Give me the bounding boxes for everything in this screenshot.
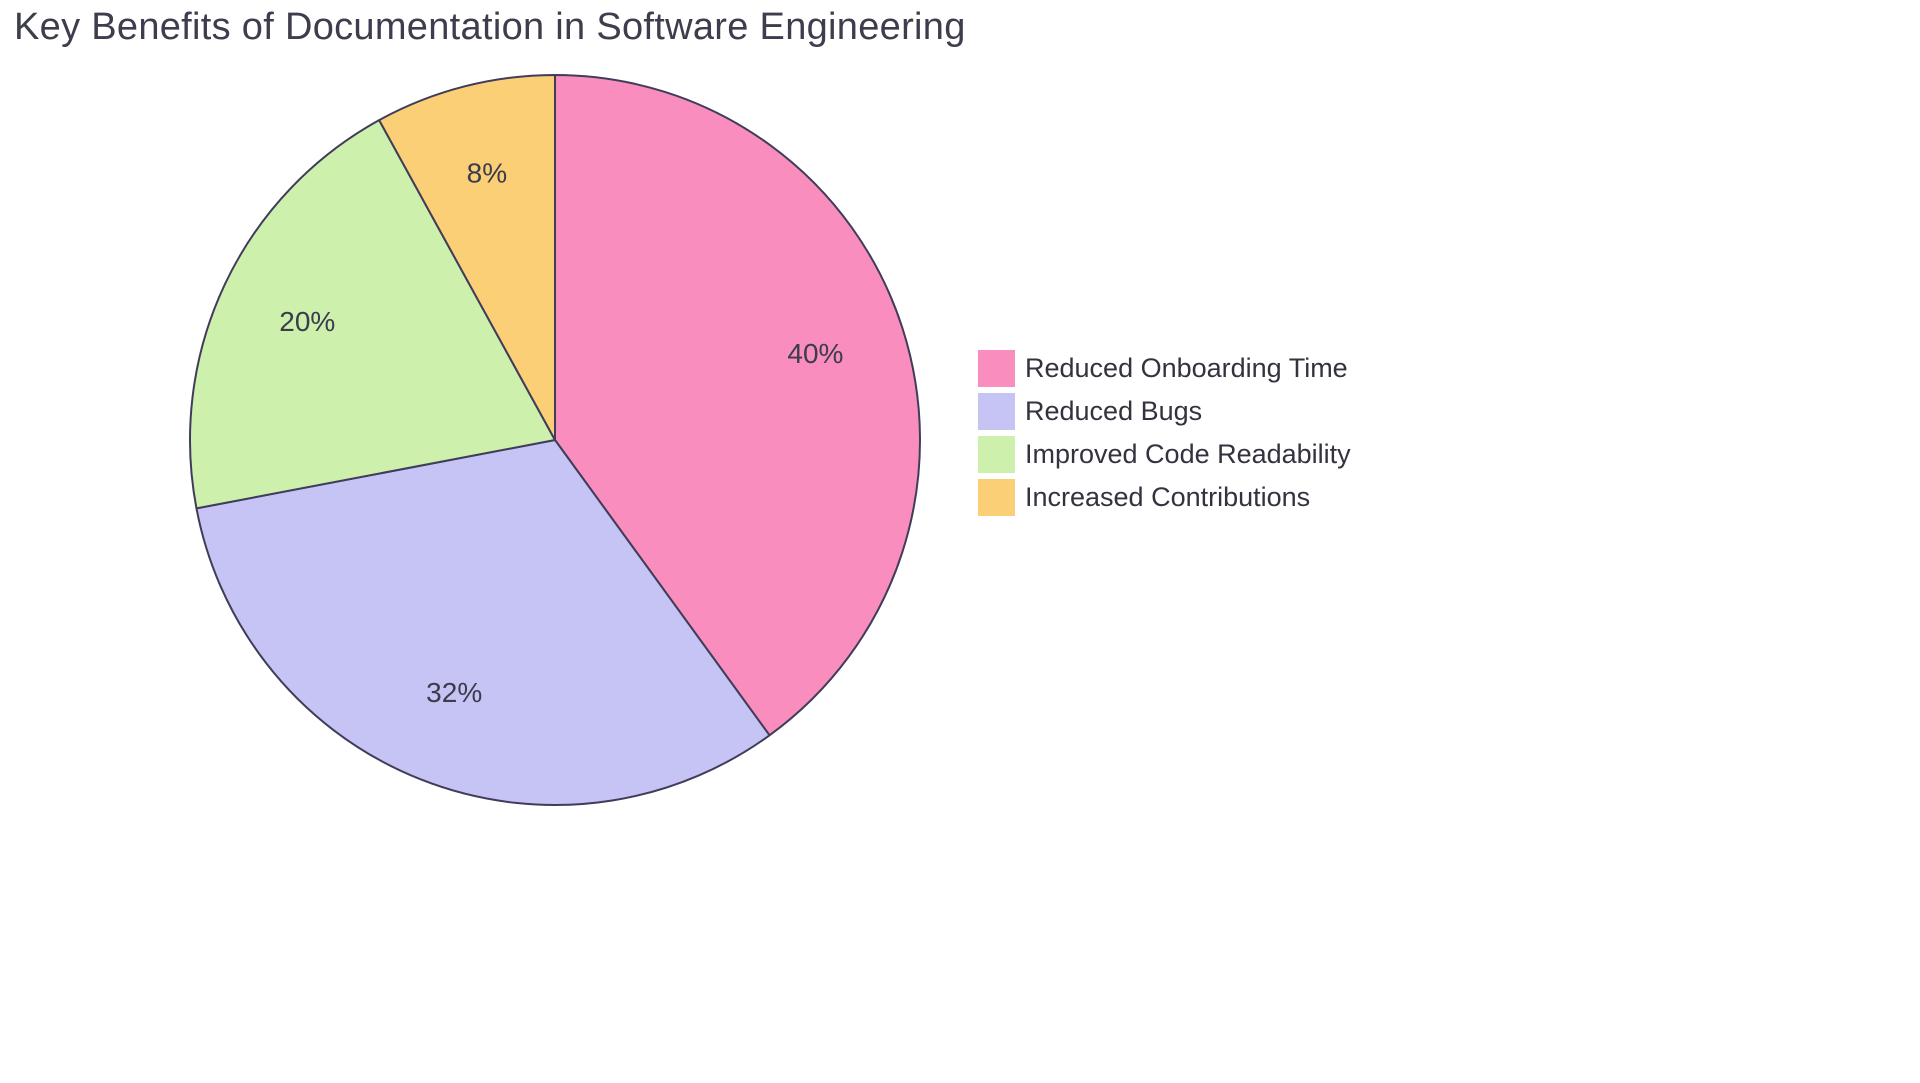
legend-item-increased-contributions[interactable]: Increased Contributions <box>978 479 1351 516</box>
chart-legend: Reduced Onboarding Time Reduced Bugs Impro… <box>978 350 1351 516</box>
legend-item-reduced-bugs[interactable]: Reduced Bugs <box>978 393 1351 430</box>
legend-swatch-reduced-onboarding-time <box>978 350 1015 387</box>
pie-slice-value-label-reduced-onboarding-time: 40% <box>787 338 843 369</box>
legend-item-reduced-onboarding-time[interactable]: Reduced Onboarding Time <box>978 350 1351 387</box>
legend-label-improved-code-readability: Improved Code Readability <box>1025 439 1351 469</box>
pie-slice-increased-contributions[interactable] <box>378 74 556 441</box>
pie-slice-value-label-increased-contributions: 8% <box>467 157 507 188</box>
pie-slice-reduced-onboarding-time[interactable] <box>554 74 921 737</box>
legend-swatch-improved-code-readability <box>978 436 1015 473</box>
pie-slice-improved-code-readability[interactable] <box>189 119 556 510</box>
pie-slice-value-label-improved-code-readability: 20% <box>279 306 335 337</box>
legend-label-increased-contributions: Increased Contributions <box>1025 482 1311 512</box>
pie-slice-value-label-reduced-bugs: 32% <box>426 677 482 708</box>
legend-swatch-reduced-bugs <box>978 393 1015 430</box>
pie-slice-reduced-bugs[interactable] <box>195 439 771 806</box>
chart-title: Key Benefits of Documentation in Softwar… <box>14 6 966 48</box>
legend-item-improved-code-readability[interactable]: Improved Code Readability <box>978 436 1351 473</box>
legend-swatch-increased-contributions <box>978 479 1015 516</box>
legend-label-reduced-bugs: Reduced Bugs <box>1025 396 1203 426</box>
legend-label-reduced-onboarding-time: Reduced Onboarding Time <box>1025 353 1348 383</box>
